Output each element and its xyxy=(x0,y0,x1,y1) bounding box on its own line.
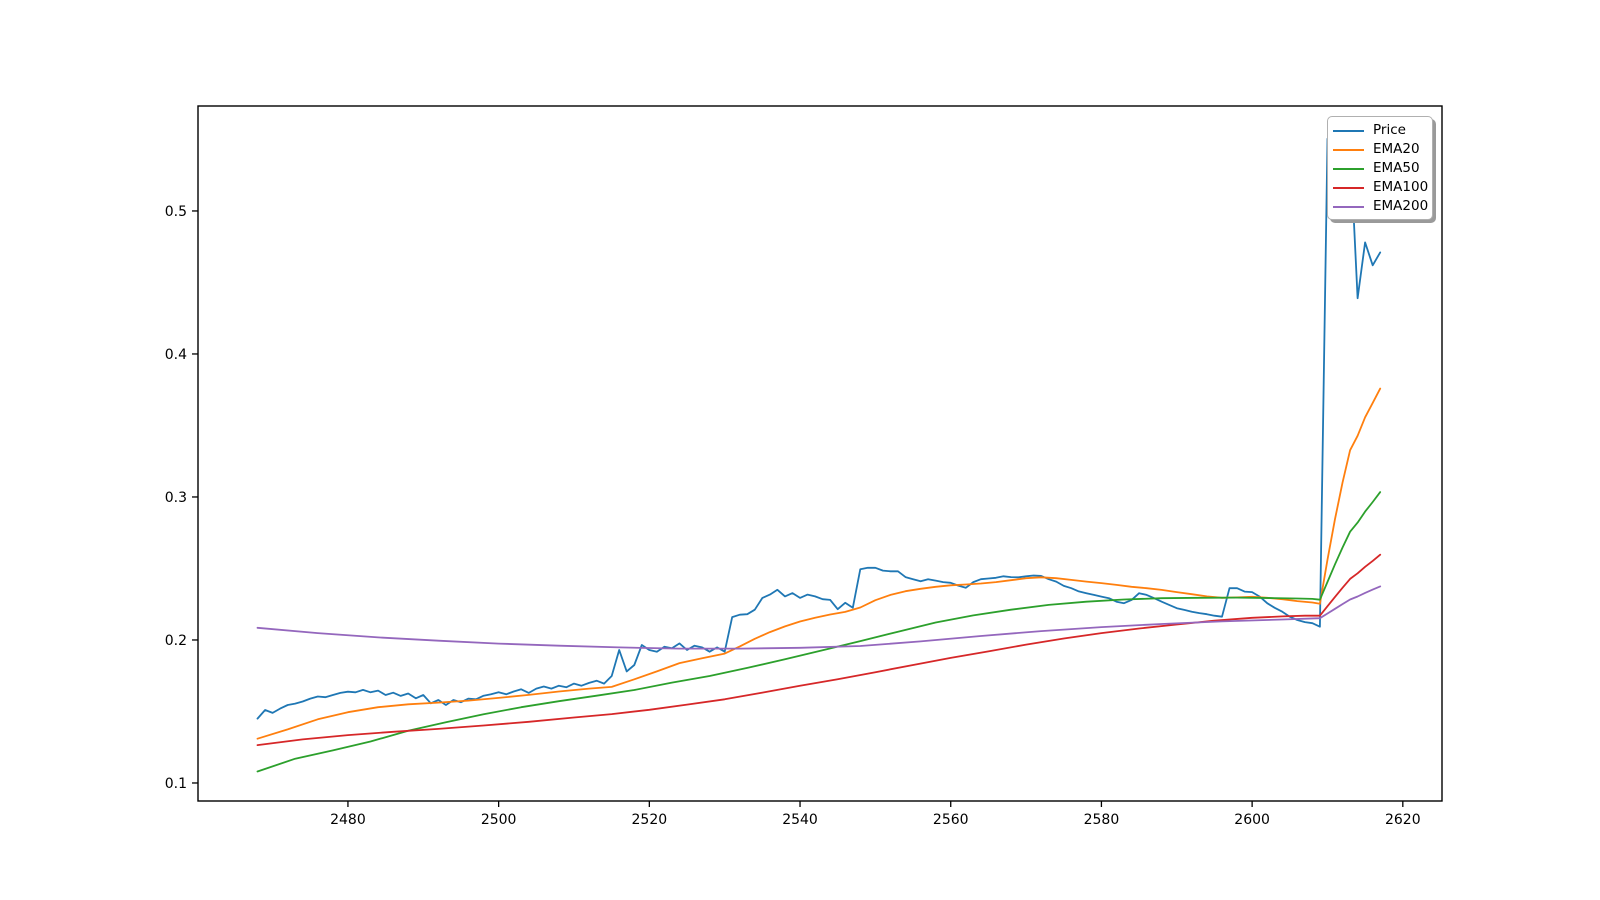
legend-label-ema100: EMA100 xyxy=(1373,179,1429,195)
legend-label-ema20: EMA20 xyxy=(1373,141,1420,157)
series-line-ema200 xyxy=(256,585,1382,650)
legend-item-ema100: EMA100 xyxy=(1328,178,1432,197)
ema200-line-swatch-icon xyxy=(1333,205,1364,208)
x-tick-label: 2540 xyxy=(782,812,818,828)
x-tick-label: 2500 xyxy=(481,812,517,828)
ema20-line-swatch-icon xyxy=(1333,148,1364,151)
y-tick-label: 0.2 xyxy=(165,633,187,649)
legend-item-ema20: EMA20 xyxy=(1328,140,1432,159)
x-tick-label: 2600 xyxy=(1234,812,1270,828)
y-tick-label: 0.5 xyxy=(165,204,187,220)
y-tick-label: 0.4 xyxy=(165,347,187,363)
x-tick-label: 2520 xyxy=(632,812,668,828)
x-tick-label: 2620 xyxy=(1385,812,1421,828)
legend-label-price: Price xyxy=(1373,122,1406,138)
series-line-ema50 xyxy=(256,491,1382,773)
legend-label-ema200: EMA200 xyxy=(1373,198,1429,214)
series-line-ema20 xyxy=(256,387,1382,740)
x-tick-label: 2560 xyxy=(933,812,969,828)
ema50-line-swatch-icon xyxy=(1333,167,1364,170)
legend: Price EMA20 EMA50 EMA100 EMA200 xyxy=(1327,116,1433,220)
legend-label-ema50: EMA50 xyxy=(1373,160,1420,176)
legend-item-price: Price xyxy=(1328,121,1432,140)
x-tick-label: 2480 xyxy=(330,812,366,828)
legend-item-ema50: EMA50 xyxy=(1328,159,1432,178)
ema100-line-swatch-icon xyxy=(1333,186,1364,189)
plot-border xyxy=(197,105,1443,802)
y-tick-label: 0.3 xyxy=(165,490,187,506)
series-line-price xyxy=(256,134,1382,720)
legend-item-ema200: EMA200 xyxy=(1328,197,1432,216)
series-line-ema100 xyxy=(256,553,1382,746)
y-tick-label: 0.1 xyxy=(165,776,187,792)
x-tick-label: 2580 xyxy=(1084,812,1120,828)
price-line-swatch-icon xyxy=(1333,129,1364,132)
